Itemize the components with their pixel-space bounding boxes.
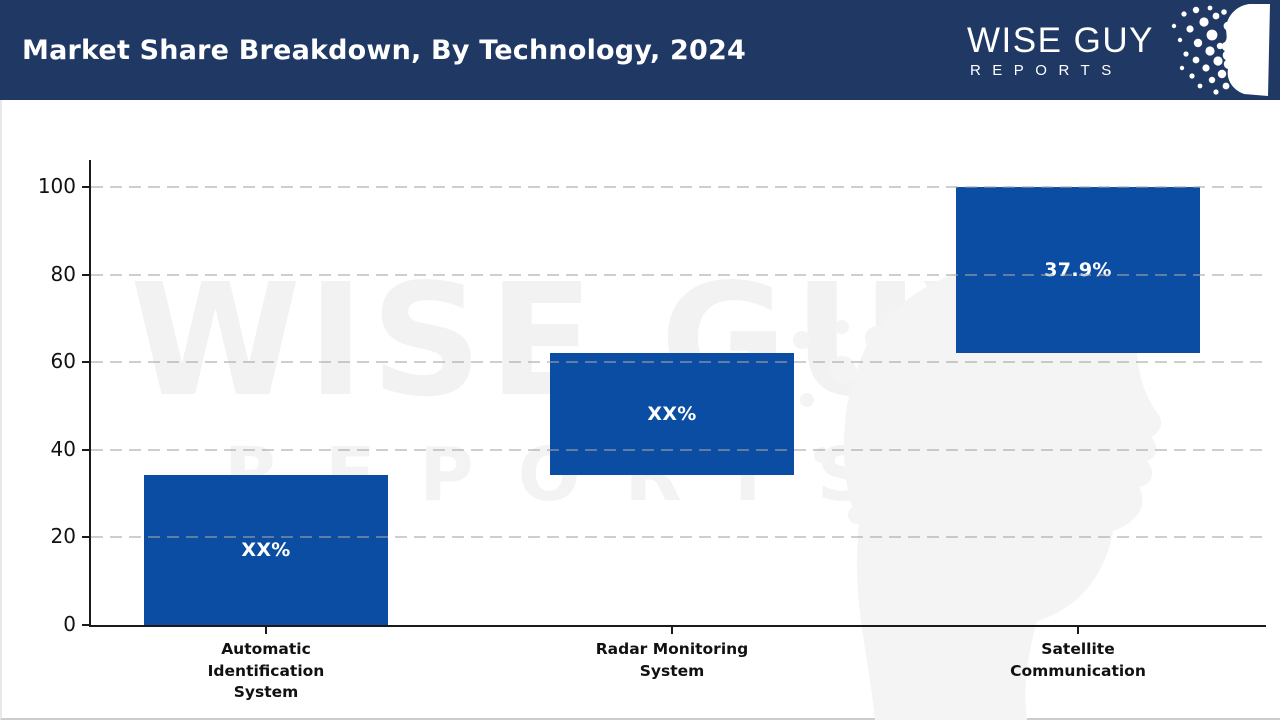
gridline [91,273,1266,276]
gridline [91,536,1266,539]
x-category-label: Automatic Identification System [207,640,325,702]
y-tick-label: 20 [50,524,76,549]
logo-wiseguy-text: WISE GUY [966,20,1154,60]
y-tick-mark [82,624,89,626]
y-tick-mark [82,273,89,276]
y-tick-mark [82,448,89,451]
wiseguy-logo: WISE GUY REPORTS [967,0,1276,100]
bar-automatic-identification-system: XX% [144,475,388,625]
x-category-label: Satellite Communication [1010,640,1146,680]
logo-face-icon [1171,4,1270,96]
bar-value-label: XX% [647,403,697,426]
bar-radar-monitoring-system: XX% [550,353,794,476]
bar-value-label: XX% [241,539,291,562]
logo-reports-text: REPORTS [969,61,1123,79]
bar-satellite-communication: 37.9% [956,187,1200,353]
y-tick-label: 40 [50,436,76,461]
plot-layer: 0 20 40 60 80 100 XX% Automatic Identification … [2,100,1280,720]
gridline [91,186,1266,188]
y-tick-label: 0 [63,612,76,636]
header: Market Share Breakdown, By Technology, 2… [0,0,1280,100]
y-tick-mark [82,361,89,364]
y-tick-mark [82,536,89,539]
y-tick-label: 60 [50,349,76,374]
x-tick-mark [1077,627,1079,634]
x-tick-mark [265,627,267,634]
x-axis-line [89,625,1266,627]
chart-area: WISE GUY REPORTS 020406080100XX%Automati… [0,100,1280,720]
bar-value-label: 37.9% [1044,259,1112,281]
y-tick-label: 80 [50,261,76,286]
x-category-label: Radar Monitoring System [595,640,749,680]
x-tick-mark [671,627,673,634]
page-title: Market Share Breakdown, By Technology, 2… [22,34,747,66]
y-tick-label: 100 [37,174,76,198]
y-tick-mark [82,186,89,188]
gridline [91,448,1266,451]
gridline [91,361,1266,364]
watermark-face-icon [793,249,1162,720]
y-axis-line [89,160,91,627]
logo-text: WISE GUY REPORTS [967,23,1154,78]
